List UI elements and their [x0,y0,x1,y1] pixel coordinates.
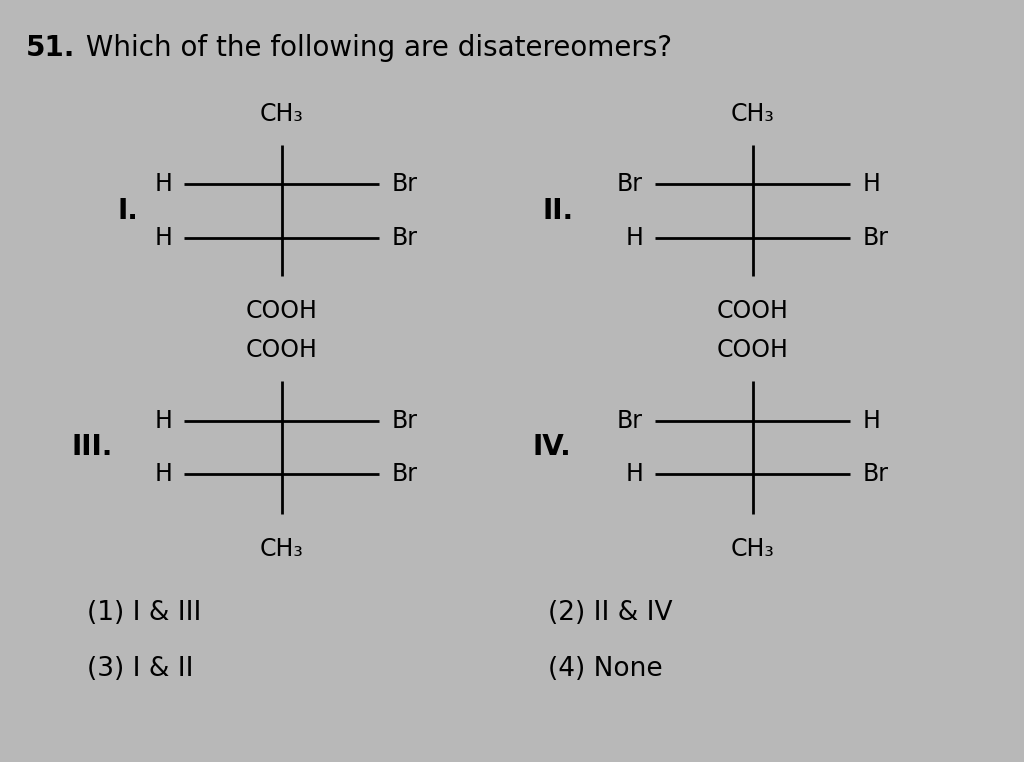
Text: (4) None: (4) None [548,656,663,682]
Text: Br: Br [391,462,417,486]
Text: Br: Br [862,462,888,486]
Text: CH₃: CH₃ [731,102,774,126]
Text: Br: Br [391,226,417,250]
Text: (3) I & II: (3) I & II [87,656,194,682]
Text: Br: Br [617,408,643,433]
Text: III.: III. [72,434,113,461]
Text: H: H [862,172,880,197]
Text: (1) I & III: (1) I & III [87,600,202,626]
Text: Which of the following are disatereomers?: Which of the following are disatereomers… [77,34,672,62]
Text: Br: Br [617,172,643,197]
Text: Br: Br [391,172,417,197]
Text: H: H [155,172,172,197]
Text: Br: Br [391,408,417,433]
Text: H: H [155,462,172,486]
Text: H: H [155,226,172,250]
Text: COOH: COOH [717,338,788,362]
Text: II.: II. [543,197,573,225]
Text: H: H [862,408,880,433]
Text: CH₃: CH₃ [260,537,303,561]
Text: COOH: COOH [717,299,788,322]
Text: I.: I. [118,197,138,225]
Text: H: H [626,226,643,250]
Text: CH₃: CH₃ [260,102,303,126]
Text: (2) II & IV: (2) II & IV [548,600,673,626]
Text: COOH: COOH [246,338,317,362]
Text: H: H [155,408,172,433]
Text: COOH: COOH [246,299,317,322]
Text: Br: Br [862,226,888,250]
Text: IV.: IV. [532,434,571,461]
Text: 51.: 51. [26,34,75,62]
Text: H: H [626,462,643,486]
Text: CH₃: CH₃ [731,537,774,561]
